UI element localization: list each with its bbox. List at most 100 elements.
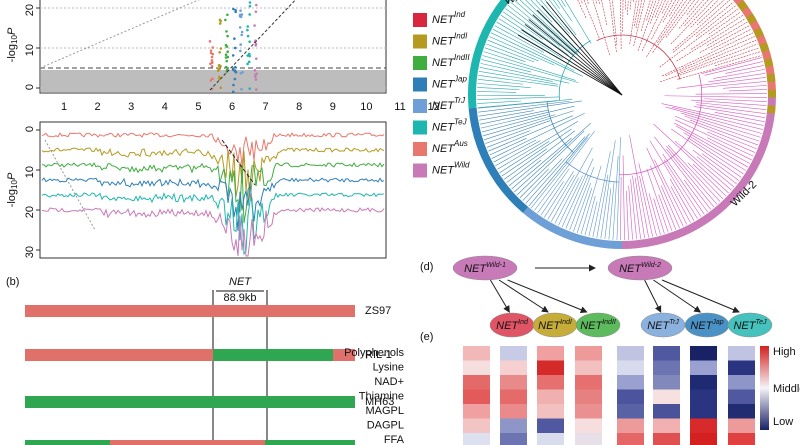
x-tick-label: 1: [61, 101, 67, 113]
heat-cell: [653, 433, 680, 445]
heat-cell: [463, 418, 490, 433]
node-sup: IndII: [602, 319, 616, 326]
panel-b: (b) NET 88.9kb ZS97 RIL-1 MH63: [6, 276, 394, 445]
snp: [231, 54, 235, 57]
heat-cell: [575, 346, 602, 361]
clade-ring: [766, 73, 776, 83]
branch: [477, 87, 520, 90]
snp: [233, 69, 237, 72]
branch: [525, 136, 586, 204]
node-base: NET: [733, 320, 756, 332]
snp: [231, 68, 235, 71]
node-label: NETTeJ: [733, 319, 767, 332]
peak-guide: [39, 0, 200, 69]
branch: [728, 89, 767, 92]
heat-cell: [690, 346, 717, 361]
clade-ring: [766, 105, 776, 114]
branch: [573, 182, 591, 232]
branch: [648, 193, 661, 235]
branch: [701, 81, 767, 88]
legend-sup: IndI: [454, 32, 468, 41]
snp: [218, 51, 221, 54]
branch: [629, 0, 632, 10]
segment: [25, 440, 110, 445]
legend-sup: Wild: [454, 161, 470, 170]
branch: [528, 133, 590, 207]
branch: [576, 187, 593, 233]
branch: [493, 139, 537, 163]
heat-cell: [653, 389, 680, 404]
snp: [209, 49, 213, 52]
branch: [661, 0, 670, 14]
branch: [701, 153, 740, 181]
snp: [226, 34, 229, 38]
legend-base: NET: [432, 143, 455, 155]
branch: [714, 51, 761, 67]
node-base: NET: [464, 263, 487, 275]
branch: [479, 110, 534, 121]
panel-label: (e): [420, 331, 433, 343]
heat-cell: [500, 346, 527, 361]
node: [452, 255, 518, 281]
branch: [663, 159, 702, 217]
branch: [646, 168, 669, 233]
branch: [674, 140, 732, 191]
snp: [216, 69, 220, 72]
branch: [500, 14, 552, 49]
branch: [722, 85, 767, 89]
node-sup: TrJ: [669, 319, 679, 326]
branch: [557, 0, 572, 22]
snp: [253, 69, 257, 72]
legend-swatch: [413, 56, 427, 70]
snp: [210, 64, 214, 68]
snp: [231, 90, 235, 94]
clade-ring: [546, 101, 574, 153]
branch: [495, 140, 541, 167]
branch: [479, 67, 553, 82]
snp: [247, 60, 251, 64]
branch: [592, 151, 611, 238]
snp: [254, 88, 258, 91]
branch: [588, 201, 598, 237]
branch: [674, 115, 757, 150]
snp: [234, 9, 237, 12]
branch: [508, 159, 542, 187]
label-part: 10: [10, 35, 19, 44]
branch: [586, 0, 589, 4]
legend-swatch: [413, 13, 427, 27]
branch: [662, 0, 676, 23]
branch: [528, 19, 623, 96]
heat-cell: [728, 389, 755, 404]
branch: [651, 0, 673, 40]
row-label: Lysine: [373, 361, 404, 373]
branch: [521, 29, 623, 96]
heat-cell: [537, 389, 564, 404]
segment: [333, 349, 355, 361]
x-tick-label: 2: [95, 101, 101, 113]
branch: [670, 0, 714, 45]
branch: [498, 18, 564, 59]
node: [575, 312, 621, 338]
branch: [530, 0, 553, 23]
branch: [696, 104, 766, 114]
branch: [671, 128, 742, 178]
snp: [248, 13, 251, 16]
heat-cell: [690, 375, 717, 390]
node: [727, 312, 773, 338]
branch: [554, 177, 579, 224]
branch: [541, 5, 623, 96]
clade-ring: [558, 40, 591, 101]
snp: [248, 87, 251, 90]
segment: [25, 349, 213, 361]
snp: [225, 59, 229, 63]
heat-cell: [690, 404, 717, 419]
heat-cell: [537, 346, 564, 361]
branch: [678, 43, 758, 75]
branch: [669, 178, 695, 221]
snp: [254, 73, 257, 77]
branch: [478, 71, 558, 85]
branch: [577, 0, 587, 18]
branch: [672, 107, 763, 130]
line-label: ZS97: [365, 305, 391, 317]
heat-cell: [617, 433, 644, 445]
